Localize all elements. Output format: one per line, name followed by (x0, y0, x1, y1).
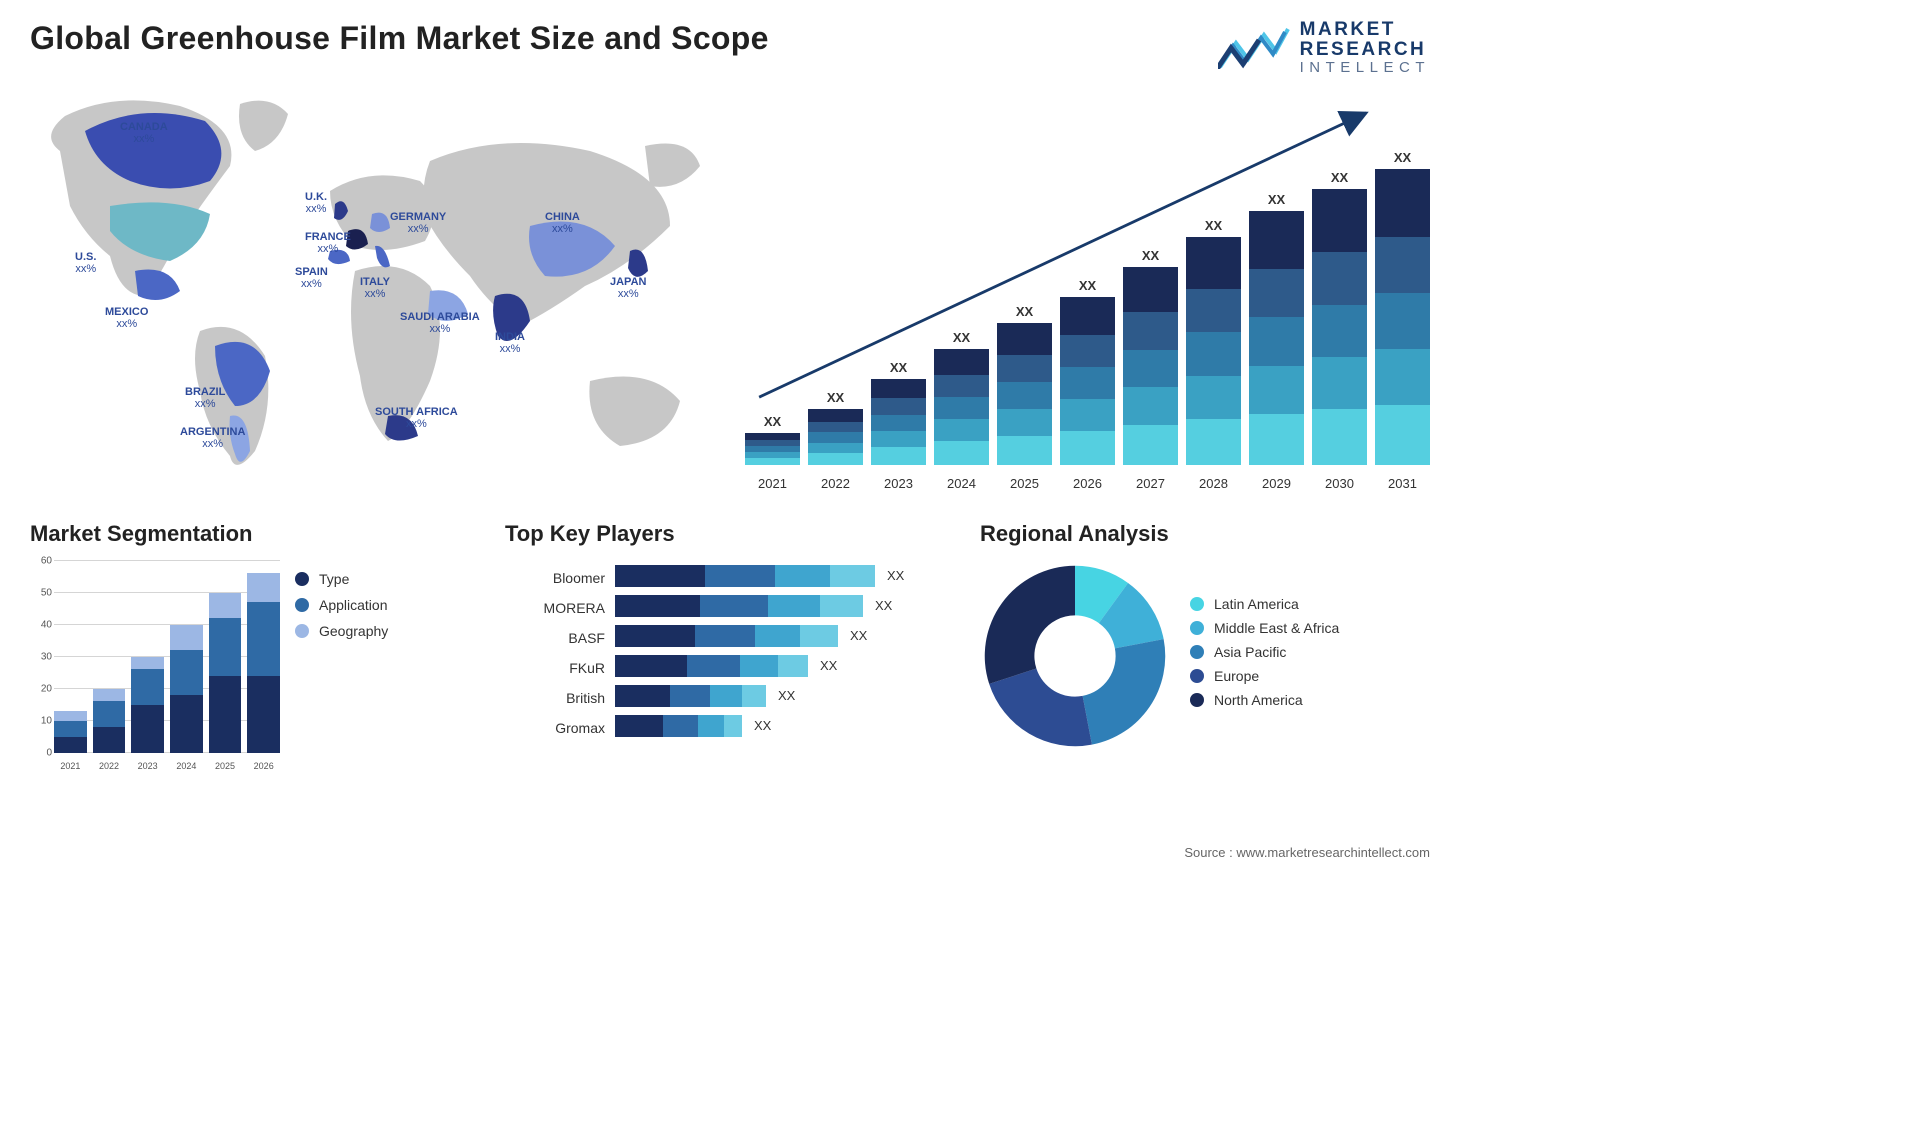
donut-slice (985, 565, 1075, 683)
growth-year-label: 2025 (997, 476, 1052, 491)
growth-bar: XX (745, 414, 800, 465)
growth-year-label: 2023 (871, 476, 926, 491)
player-bar-row: XX (615, 621, 955, 651)
growth-bar: XX (997, 304, 1052, 465)
page-title: Global Greenhouse Film Market Size and S… (30, 20, 769, 57)
regional-panel: Regional Analysis Latin America Middle Ea… (980, 521, 1430, 801)
legend-item: Asia Pacific (1190, 644, 1339, 660)
segmentation-panel: Market Segmentation 0102030405060 202120… (30, 521, 480, 801)
player-bar-row: XX (615, 591, 955, 621)
regional-donut-chart (980, 561, 1170, 751)
source-attribution: Source : www.marketresearchintellect.com (1184, 845, 1430, 860)
player-bar-row: XX (615, 561, 955, 591)
legend-item: Geography (295, 623, 388, 639)
map-country-label: U.K.xx% (305, 191, 327, 216)
donut-slice (1083, 639, 1166, 745)
map-country-label: SPAINxx% (295, 266, 328, 291)
segmentation-bar (131, 657, 164, 753)
legend-item: Type (295, 571, 388, 587)
segmentation-chart: 0102030405060 202120222023202420252026 (30, 561, 280, 771)
growth-bar: XX (871, 360, 926, 465)
map-country-label: SAUDI ARABIAxx% (400, 311, 480, 336)
legend-item: Latin America (1190, 596, 1339, 612)
map-country-label: ITALYxx% (360, 276, 390, 301)
brand-logo: MARKET RESEARCH INTELLECT (1218, 20, 1430, 76)
player-label: Gromax (505, 713, 605, 743)
player-bar-row: XX (615, 681, 955, 711)
map-country-label: CANADAxx% (120, 121, 168, 146)
key-players-title: Top Key Players (505, 521, 955, 547)
segmentation-title: Market Segmentation (30, 521, 480, 547)
legend-item: Application (295, 597, 388, 613)
player-label: MORERA (505, 593, 605, 623)
growth-chart-panel: XXXXXXXXXXXXXXXXXXXXXX 20212022202320242… (745, 96, 1430, 491)
growth-year-label: 2022 (808, 476, 863, 491)
growth-year-label: 2030 (1312, 476, 1367, 491)
growth-bar: XX (1060, 278, 1115, 465)
world-map-panel: CANADAxx% U.S.xx% MEXICOxx% BRAZILxx% ARGENT… (30, 96, 715, 491)
legend-item: Europe (1190, 668, 1339, 684)
segmentation-bar (93, 689, 126, 753)
growth-year-label: 2026 (1060, 476, 1115, 491)
map-country-label: GERMANYxx% (390, 211, 446, 236)
growth-bar: XX (1375, 150, 1430, 465)
segmentation-bar (209, 593, 242, 753)
growth-bar: XX (808, 390, 863, 465)
segmentation-bar (170, 625, 203, 753)
map-country-label: U.S.xx% (75, 251, 96, 276)
map-country-label: MEXICOxx% (105, 306, 148, 331)
regional-title: Regional Analysis (980, 521, 1430, 547)
key-players-panel: Top Key Players BloomerMORERABASFFKuRBri… (505, 521, 955, 801)
segmentation-bar (247, 573, 280, 752)
growth-bar: XX (1186, 218, 1241, 465)
map-country-label: BRAZILxx% (185, 386, 225, 411)
growth-year-label: 2024 (934, 476, 989, 491)
growth-year-label: 2029 (1249, 476, 1304, 491)
segmentation-bar (54, 711, 87, 753)
player-label: Bloomer (505, 563, 605, 593)
growth-year-label: 2027 (1123, 476, 1178, 491)
key-players-labels: BloomerMORERABASFFKuRBritishGromax (505, 561, 605, 743)
map-country-label: FRANCExx% (305, 231, 351, 256)
player-label: FKuR (505, 653, 605, 683)
growth-bar: XX (934, 330, 989, 465)
map-country-label: INDIAxx% (495, 331, 525, 356)
key-players-bars: XXXXXXXXXXXX (615, 561, 955, 743)
player-bar-row: XX (615, 711, 955, 741)
map-country-label: CHINAxx% (545, 211, 580, 236)
donut-slice (989, 668, 1092, 746)
growth-bar: XX (1249, 192, 1304, 465)
growth-year-label: 2031 (1375, 476, 1430, 491)
legend-item: Middle East & Africa (1190, 620, 1339, 636)
growth-bar: XX (1123, 248, 1178, 465)
brand-logo-icon (1218, 27, 1290, 69)
player-label: British (505, 683, 605, 713)
map-country-label: JAPANxx% (610, 276, 646, 301)
legend-item: North America (1190, 692, 1339, 708)
growth-bar: XX (1312, 170, 1367, 465)
map-country-label: ARGENTINAxx% (180, 426, 245, 451)
growth-year-label: 2028 (1186, 476, 1241, 491)
map-country-label: SOUTH AFRICAxx% (375, 406, 458, 431)
regional-legend: Latin America Middle East & Africa Asia Pa… (1190, 596, 1339, 716)
brand-logo-text: MARKET RESEARCH INTELLECT (1300, 20, 1430, 76)
player-label: BASF (505, 623, 605, 653)
segmentation-legend: Type Application Geography (295, 561, 388, 649)
growth-year-label: 2021 (745, 476, 800, 491)
player-bar-row: XX (615, 651, 955, 681)
